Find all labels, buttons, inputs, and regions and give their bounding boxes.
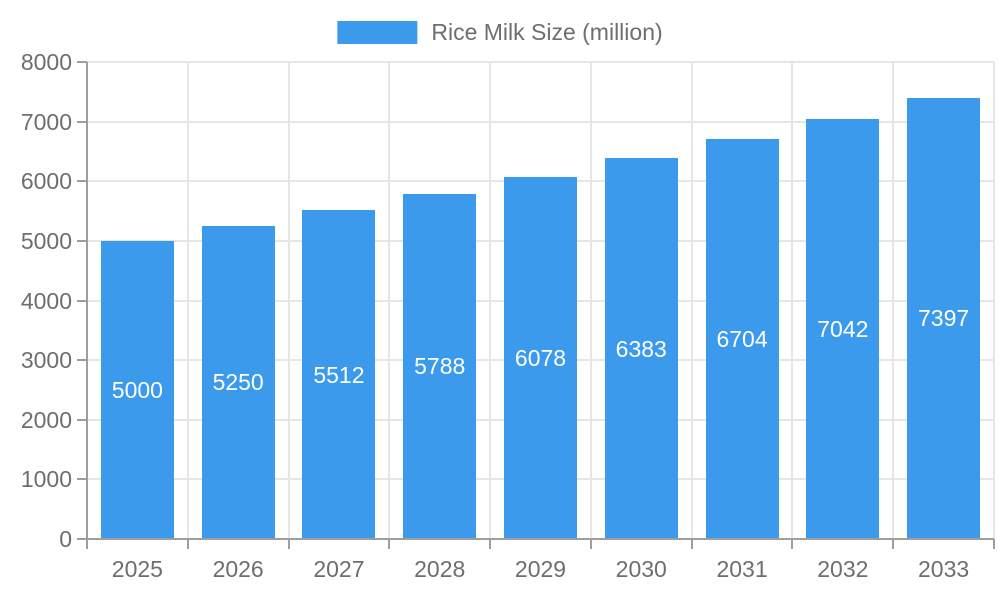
y-axis-tick [77, 239, 87, 242]
bar[interactable] [705, 139, 779, 539]
bar-value-label: 6383 [615, 335, 667, 362]
legend-item[interactable]: Rice Milk Size (million) [337, 18, 663, 46]
bar[interactable] [403, 193, 477, 539]
bar-value-label: 6704 [716, 326, 768, 353]
gridline-vertical [791, 62, 794, 539]
y-tick-label: 5000 [20, 227, 72, 254]
gridline-vertical [892, 62, 895, 539]
y-tick-label: 7000 [20, 108, 72, 135]
gridline-horizontal [87, 120, 994, 123]
x-tick-label: 2033 [918, 556, 970, 582]
gridline-vertical [388, 62, 391, 539]
x-tick-label: 2029 [514, 556, 567, 582]
bar[interactable] [302, 210, 376, 539]
y-tick-label: 1000 [20, 466, 72, 493]
x-axis-tick [791, 539, 794, 549]
y-tick-label: 0 [59, 526, 72, 552]
gridline-horizontal [87, 61, 994, 63]
legend-swatch [337, 20, 418, 44]
gridline-vertical [186, 62, 189, 539]
bar[interactable] [907, 97, 981, 539]
y-axis-tick [77, 180, 87, 183]
x-axis-tick [86, 539, 88, 549]
gridline-vertical [489, 62, 492, 539]
legend-label: Rice Milk Size (million) [431, 19, 663, 45]
y-axis-tick [77, 299, 87, 302]
gridline-vertical [287, 62, 290, 539]
x-axis-tick [388, 539, 391, 549]
x-axis-tick [993, 539, 995, 549]
plot-area: 5000 5250 5512 5788 6078 6383 6704 7042 7397 [77, 61, 995, 549]
x-axis-tick [186, 539, 189, 549]
gridline-vertical [589, 62, 592, 539]
bar[interactable] [806, 119, 880, 539]
bar-value-label: 5788 [414, 353, 466, 380]
x-axis-line [87, 538, 994, 540]
y-tick-label: 8000 [20, 49, 72, 75]
bar-value-label: 7042 [817, 316, 869, 343]
bar[interactable] [100, 240, 174, 539]
y-axis-tick [77, 359, 87, 362]
x-axis-tick [287, 539, 290, 549]
gridline-vertical [993, 62, 995, 539]
y-axis-tick [77, 418, 87, 421]
y-axis-tick [77, 120, 87, 123]
x-axis-tick [690, 539, 693, 549]
x-axis-tick [489, 539, 492, 549]
x-tick-label: 2031 [716, 556, 768, 582]
bar-value-label: 7397 [918, 305, 970, 332]
x-tick-label: 2025 [111, 556, 163, 582]
x-tick-label: 2028 [414, 556, 466, 582]
y-tick-label: 4000 [20, 287, 72, 314]
x-tick-label: 2026 [212, 556, 264, 582]
bar-value-label: 5512 [313, 361, 365, 388]
x-axis-tick [892, 539, 895, 549]
x-tick-label: 2027 [313, 556, 365, 582]
bar-value-label: 6078 [514, 344, 567, 371]
y-axis-line [86, 62, 88, 540]
x-axis-tick [589, 539, 592, 549]
bar[interactable] [201, 225, 275, 539]
bar[interactable] [504, 176, 577, 539]
x-tick-label: 2030 [615, 556, 667, 582]
y-tick-label: 2000 [20, 406, 72, 433]
y-axis-tick [77, 538, 87, 540]
bar[interactable] [604, 158, 678, 539]
y-tick-label: 6000 [20, 168, 72, 195]
gridline-vertical [690, 62, 693, 539]
y-axis-tick [77, 478, 87, 481]
x-tick-label: 2032 [817, 556, 869, 582]
bar-value-label: 5000 [111, 376, 163, 403]
y-tick-label: 3000 [20, 347, 72, 374]
bar-value-label: 5250 [212, 369, 264, 396]
y-axis-tick [77, 61, 87, 63]
